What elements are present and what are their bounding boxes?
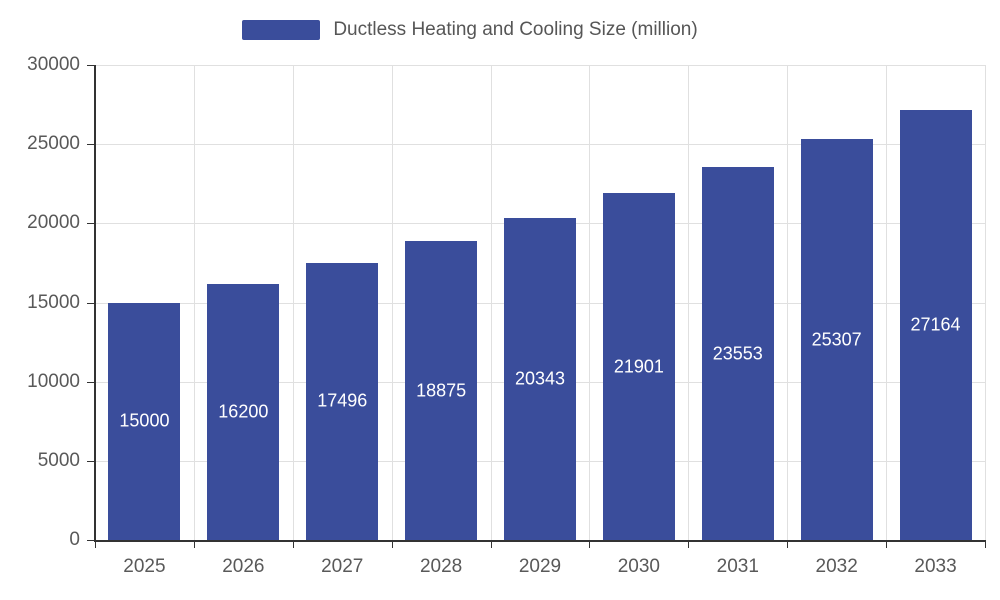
x-axis-tick: [95, 541, 96, 548]
bar-value-label: 20343: [514, 368, 566, 389]
bar[interactable]: [602, 193, 675, 540]
x-axis-tick-label: 2032: [815, 556, 858, 577]
bar-value-label: 15000: [119, 410, 170, 431]
y-axis-tick-label: 30000: [27, 54, 80, 75]
gridline-vertical: [292, 65, 294, 540]
bar[interactable]: [108, 302, 181, 540]
x-axis-tick-label: 2026: [222, 556, 265, 577]
x-axis-tick: [688, 541, 690, 548]
x-axis-tick: [886, 541, 888, 548]
gridline-vertical: [490, 65, 492, 540]
gridline-vertical: [985, 65, 986, 540]
x-axis-tick: [985, 541, 986, 548]
x-axis-tick-label: 2028: [419, 556, 463, 577]
x-axis-tick: [490, 541, 492, 548]
y-axis-tick-label: 25000: [27, 133, 80, 155]
bar-value-label: 23553: [712, 343, 763, 364]
y-axis-tick: [87, 302, 94, 304]
bar-value-label: 17496: [317, 390, 368, 411]
y-axis-line: [94, 65, 96, 541]
x-axis-tick-label: 2030: [617, 556, 661, 577]
bar[interactable]: [800, 139, 873, 540]
y-axis-tick-label: 5000: [37, 449, 80, 471]
x-axis-tick: [391, 541, 393, 548]
y-axis-tick: [87, 540, 94, 541]
gridline-vertical: [391, 65, 393, 540]
bar[interactable]: [306, 262, 379, 540]
gridline-vertical: [193, 65, 195, 540]
x-axis-tick-label: 2027: [321, 556, 364, 577]
y-axis-tick: [87, 65, 94, 66]
bar-value-label: 18875: [416, 380, 467, 401]
legend-swatch[interactable]: [242, 20, 321, 40]
gridline-vertical: [787, 65, 789, 540]
bar[interactable]: [504, 217, 576, 540]
bar[interactable]: [207, 283, 280, 540]
gridline-vertical: [886, 65, 888, 540]
y-axis-tick: [87, 381, 94, 383]
y-axis-tick-label: 10000: [27, 370, 80, 392]
bar-value-label: 16200: [218, 401, 269, 422]
x-axis-tick-label: 2031: [716, 556, 759, 577]
bar-value-label: 25307: [811, 329, 862, 350]
x-axis-line: [94, 540, 986, 542]
legend[interactable]: Ductless Heating and Cooling Size (milli…: [0, 15, 940, 45]
bar[interactable]: [405, 241, 478, 540]
gridline-vertical: [688, 65, 690, 540]
x-axis-tick-label: 2033: [914, 556, 957, 577]
legend-label[interactable]: Ductless Heating and Cooling Size (milli…: [333, 19, 698, 40]
gridline-horizontal: [95, 65, 985, 66]
gridline-horizontal: [95, 144, 985, 146]
x-axis-tick: [787, 541, 789, 548]
y-axis-tick-label: 15000: [27, 291, 80, 313]
gridline-vertical: [589, 65, 591, 540]
x-axis-tick: [292, 541, 294, 548]
y-axis-tick-label: 20000: [27, 212, 80, 234]
y-axis-tick-label: 0: [69, 529, 80, 550]
y-axis-tick: [87, 223, 94, 225]
x-axis-tick-label: 2025: [123, 556, 166, 577]
x-axis-tick-label: 2029: [518, 556, 562, 577]
y-axis-tick: [87, 460, 94, 462]
x-axis-tick: [589, 541, 591, 548]
bar[interactable]: [899, 109, 972, 540]
x-axis-tick: [193, 541, 195, 548]
bar-value-label: 27164: [910, 314, 961, 335]
y-axis-tick: [87, 144, 94, 146]
bar-value-label: 21901: [613, 356, 664, 377]
bar[interactable]: [701, 167, 774, 540]
